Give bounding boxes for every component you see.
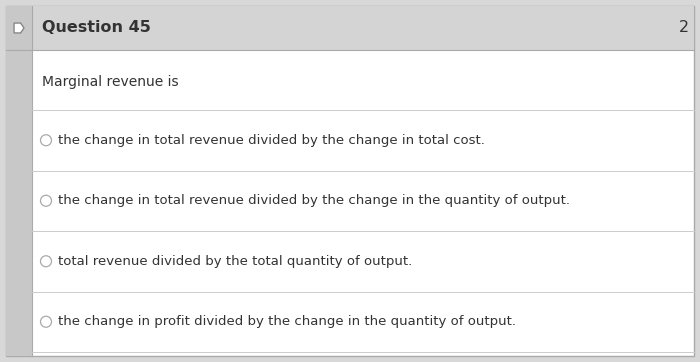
FancyBboxPatch shape <box>6 6 32 356</box>
Text: Marginal revenue is: Marginal revenue is <box>42 75 178 89</box>
Text: 2: 2 <box>679 21 689 35</box>
Text: total revenue divided by the total quantity of output.: total revenue divided by the total quant… <box>58 255 412 268</box>
Circle shape <box>41 256 52 267</box>
Text: the change in total revenue divided by the change in total cost.: the change in total revenue divided by t… <box>58 134 485 147</box>
FancyBboxPatch shape <box>6 6 694 356</box>
Text: the change in total revenue divided by the change in the quantity of output.: the change in total revenue divided by t… <box>58 194 570 207</box>
Circle shape <box>41 135 52 146</box>
Text: the change in profit divided by the change in the quantity of output.: the change in profit divided by the chan… <box>58 315 516 328</box>
FancyBboxPatch shape <box>6 6 694 50</box>
Text: Question 45: Question 45 <box>42 21 151 35</box>
Polygon shape <box>14 23 24 33</box>
Circle shape <box>41 316 52 327</box>
Circle shape <box>41 195 52 206</box>
